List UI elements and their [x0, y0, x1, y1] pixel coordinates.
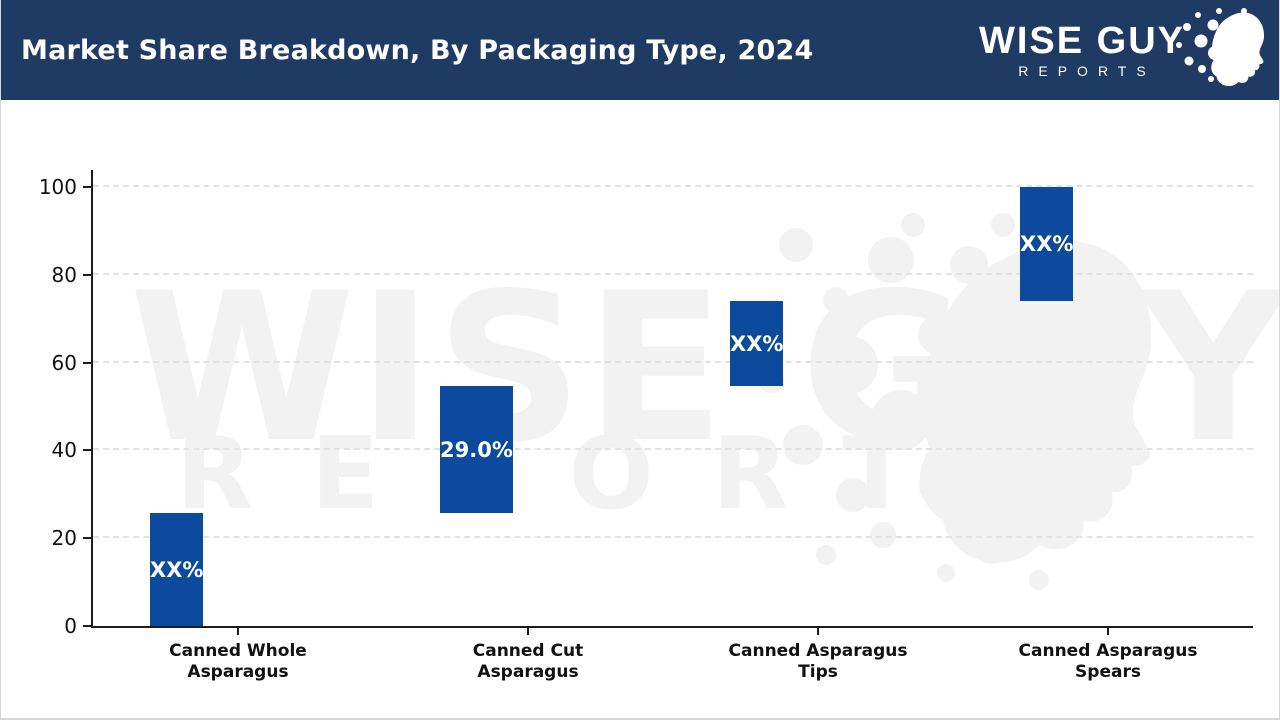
- y-tick-label: 60: [51, 350, 77, 375]
- x-category-label-line: Asparagus: [477, 662, 579, 682]
- x-category-label-line: Asparagus: [187, 662, 289, 682]
- y-tick-mark: [83, 361, 92, 364]
- plot-area: 0 20 40 60 80 100 XX% Canned Whole Asparagus 29.0…: [39, 170, 1253, 682]
- x-category-label-line: Spears: [1075, 662, 1141, 682]
- x-category-label: Canned Cut Asparagus: [378, 641, 678, 683]
- bar-value-label: XX%: [150, 557, 204, 582]
- x-category-label-line: Canned Whole: [169, 641, 307, 661]
- watermark-head-icon: [758, 213, 1152, 590]
- bar-segment: XX%: [150, 513, 204, 626]
- bar-segment: XX%: [730, 301, 784, 386]
- y-tick-label: 40: [51, 438, 77, 463]
- bar-value-label: XX%: [1020, 232, 1074, 257]
- y-tick-mark: [83, 186, 92, 188]
- wise-guy-reports-logo: WISE GUY REPORTS: [979, 8, 1267, 91]
- y-tick-mark: [83, 625, 92, 627]
- y-tick-mark: [83, 273, 92, 276]
- gridline-y-80: [93, 272, 1253, 275]
- x-tick-mark: [1107, 626, 1109, 635]
- bar-value-label: XX%: [730, 331, 784, 356]
- gridline-y-100: [93, 185, 1253, 187]
- x-tick-mark: [237, 626, 239, 635]
- x-category-label-line: Canned Asparagus: [728, 641, 908, 661]
- y-tick-label: 80: [51, 262, 77, 287]
- y-tick-mark: [83, 537, 92, 540]
- header-bar: Market Share Breakdown, By Packaging Typ…: [1, 0, 1279, 100]
- bar-value-label: 29.0%: [440, 437, 513, 462]
- x-category-label-line: Canned Asparagus: [1018, 641, 1198, 661]
- x-category-label: Canned Asparagus Tips: [668, 641, 968, 683]
- logo-wordmark: WISE GUY: [978, 20, 1185, 62]
- y-tick-mark: [83, 449, 92, 452]
- x-category-label-line: Tips: [798, 662, 838, 682]
- x-tick-mark: [817, 626, 819, 635]
- bar-segment: XX%: [1020, 187, 1074, 302]
- x-category-label: Canned Whole Asparagus: [88, 641, 388, 683]
- dotted-head-icon: [1176, 8, 1265, 87]
- gridline-y-40: [93, 448, 1253, 451]
- page-title: Market Share Breakdown, By Packaging Typ…: [21, 34, 814, 66]
- bar-segment: 29.0%: [440, 385, 513, 514]
- y-tick-label: 0: [64, 614, 77, 638]
- y-tick-label: 20: [51, 526, 77, 551]
- x-tick-mark: [527, 626, 529, 635]
- logo-subtitle: REPORTS: [1018, 63, 1156, 79]
- x-category-label: Canned Asparagus Spears: [958, 641, 1258, 683]
- gridline-y-20: [93, 536, 1253, 539]
- x-category-label-line: Canned Cut: [472, 641, 584, 661]
- y-tick-label: 100: [38, 175, 77, 199]
- gridline-y-60: [93, 360, 1253, 363]
- logo-text: WISE GUY REPORTS: [979, 21, 1185, 79]
